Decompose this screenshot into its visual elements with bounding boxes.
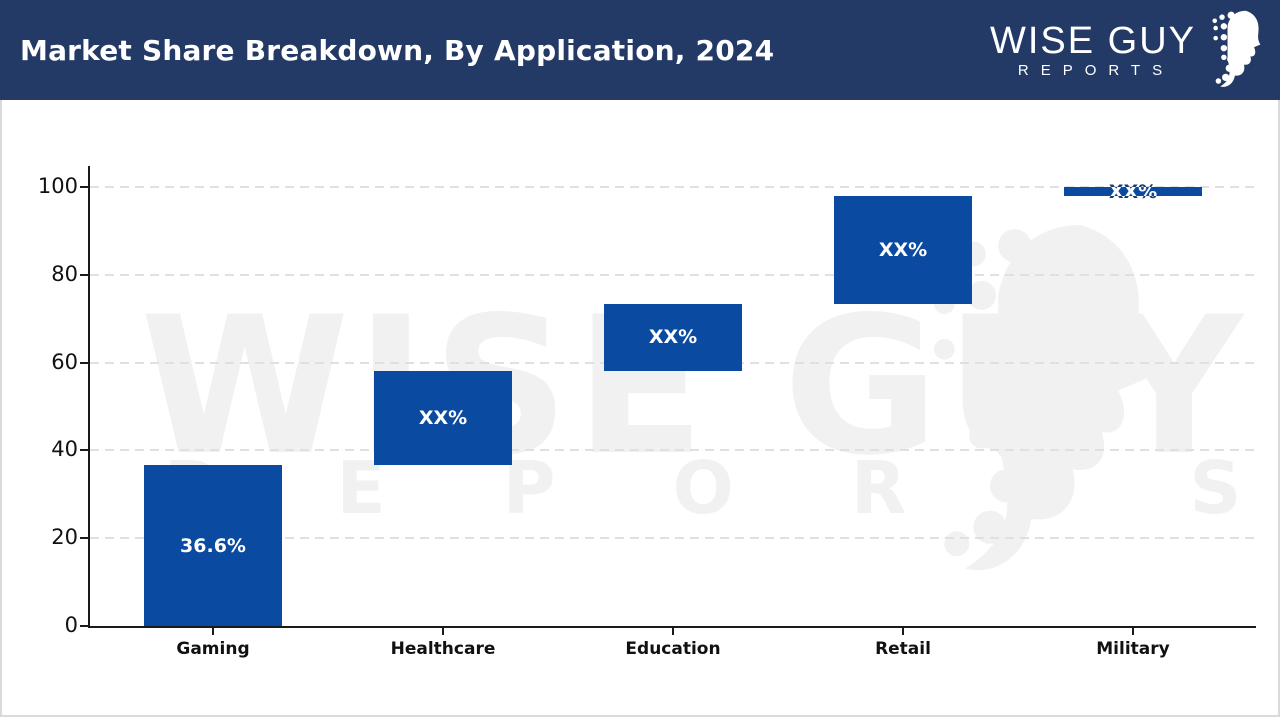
x-tick-label: Military (1096, 639, 1170, 659)
bar-segment: XX% (374, 370, 512, 466)
x-tick-mark (212, 628, 214, 635)
bar-segment: 36.6% (144, 465, 282, 626)
gridline (90, 537, 1256, 540)
plot-area: WISE GUY R E P O R T S 0 20 40 60 80 100 36.6%… (2, 100, 1278, 715)
bar-segment: XX% (1064, 187, 1202, 197)
wiseguy-logo-text: WISE GUY REPORTS (990, 22, 1196, 79)
wiseguy-logo-head-icon (1212, 10, 1261, 87)
chart-area: WISE GUY R E P O R T S 0 20 40 60 80 100 36.6%… (0, 100, 1280, 717)
y-tick-mark (80, 273, 88, 276)
gridline (90, 186, 1256, 188)
y-tick-label: 0 (64, 613, 78, 637)
header: Market Share Breakdown, By Application, … (0, 0, 1280, 100)
gridline (90, 449, 1256, 452)
logo-subtext: REPORTS (1017, 61, 1175, 79)
y-tick-mark (80, 537, 88, 540)
x-tick-mark (1132, 628, 1134, 635)
x-tick-label: Healthcare (390, 639, 496, 659)
bar-value-label: XX% (418, 407, 468, 430)
y-tick-label: 80 (51, 261, 78, 286)
x-tick-label: Retail (875, 639, 931, 659)
x-tick-mark (902, 628, 904, 635)
bar-value-label: XX% (648, 326, 698, 349)
y-tick-mark (80, 361, 88, 364)
y-tick-mark (80, 625, 88, 627)
y-tick-mark (80, 186, 88, 188)
y-tick-label: 20 (51, 525, 78, 550)
y-tick-mark (80, 449, 88, 452)
wiseguy-logo: WISE GUY REPORTS (990, 8, 1266, 92)
y-axis (88, 166, 90, 628)
x-tick-label: Education (625, 639, 721, 659)
x-axis (88, 626, 1256, 628)
bar-segment: XX% (834, 196, 972, 304)
x-tick-mark (442, 628, 444, 635)
bar-segment: XX% (604, 303, 742, 371)
x-tick-mark (672, 628, 674, 635)
bar-value-label: XX% (1109, 187, 1157, 196)
y-tick-label: 60 (51, 349, 78, 374)
bar-value-label: XX% (878, 238, 928, 261)
bar-value-label: 36.6% (180, 534, 246, 557)
page-title: Market Share Breakdown, By Application, … (20, 33, 775, 67)
logo-wordmark: WISE GUY (989, 19, 1196, 62)
y-tick-label: 100 (37, 174, 78, 198)
x-tick-label: Gaming (176, 639, 250, 659)
y-tick-label: 40 (51, 437, 78, 462)
gridline (90, 273, 1256, 276)
